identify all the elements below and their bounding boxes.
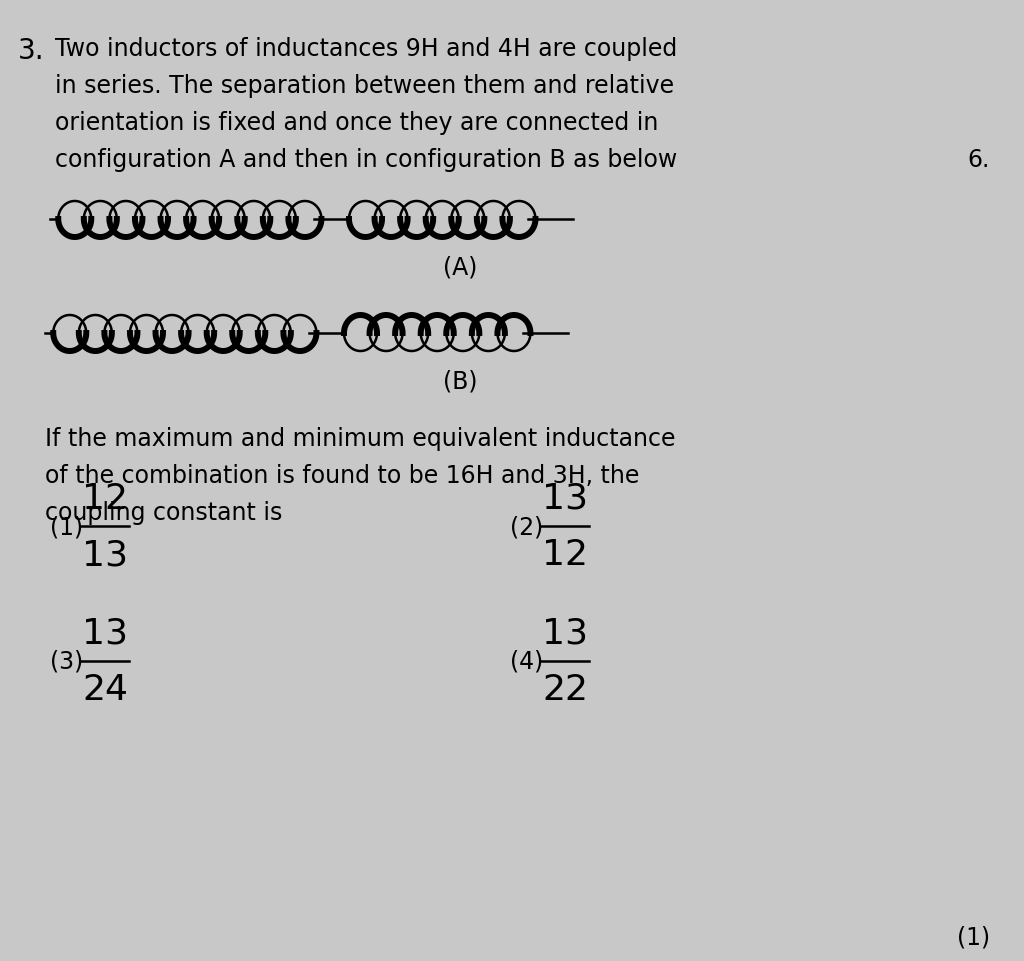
Text: in series. The separation between them and relative: in series. The separation between them a… (55, 74, 674, 98)
Text: 22: 22 (542, 673, 588, 706)
Text: 3.: 3. (18, 37, 45, 65)
Text: 12: 12 (542, 537, 588, 572)
Text: (4): (4) (510, 650, 544, 674)
Text: (2): (2) (510, 514, 544, 538)
Text: If the maximum and minimum equivalent inductance: If the maximum and minimum equivalent in… (45, 427, 676, 451)
Text: 6.: 6. (968, 148, 990, 172)
Text: 13: 13 (542, 481, 588, 515)
Text: (B): (B) (442, 370, 477, 394)
Text: (1): (1) (50, 514, 83, 538)
Text: (A): (A) (442, 256, 477, 280)
Text: 24: 24 (82, 673, 128, 706)
Text: configuration A and then in configuration B as below: configuration A and then in configuratio… (55, 148, 677, 172)
Text: 13: 13 (82, 537, 128, 572)
Text: 12: 12 (82, 481, 128, 515)
Text: 13: 13 (542, 616, 588, 651)
Text: (1): (1) (956, 925, 990, 949)
Text: of the combination is found to be 16H and 3H, the: of the combination is found to be 16H an… (45, 463, 639, 487)
Text: 13: 13 (82, 616, 128, 651)
Text: coupling constant is: coupling constant is (45, 501, 283, 525)
Text: orientation is fixed and once they are connected in: orientation is fixed and once they are c… (55, 111, 658, 135)
Text: (3): (3) (50, 650, 83, 674)
Text: Two inductors of inductances 9H and 4H are coupled: Two inductors of inductances 9H and 4H a… (55, 37, 677, 61)
